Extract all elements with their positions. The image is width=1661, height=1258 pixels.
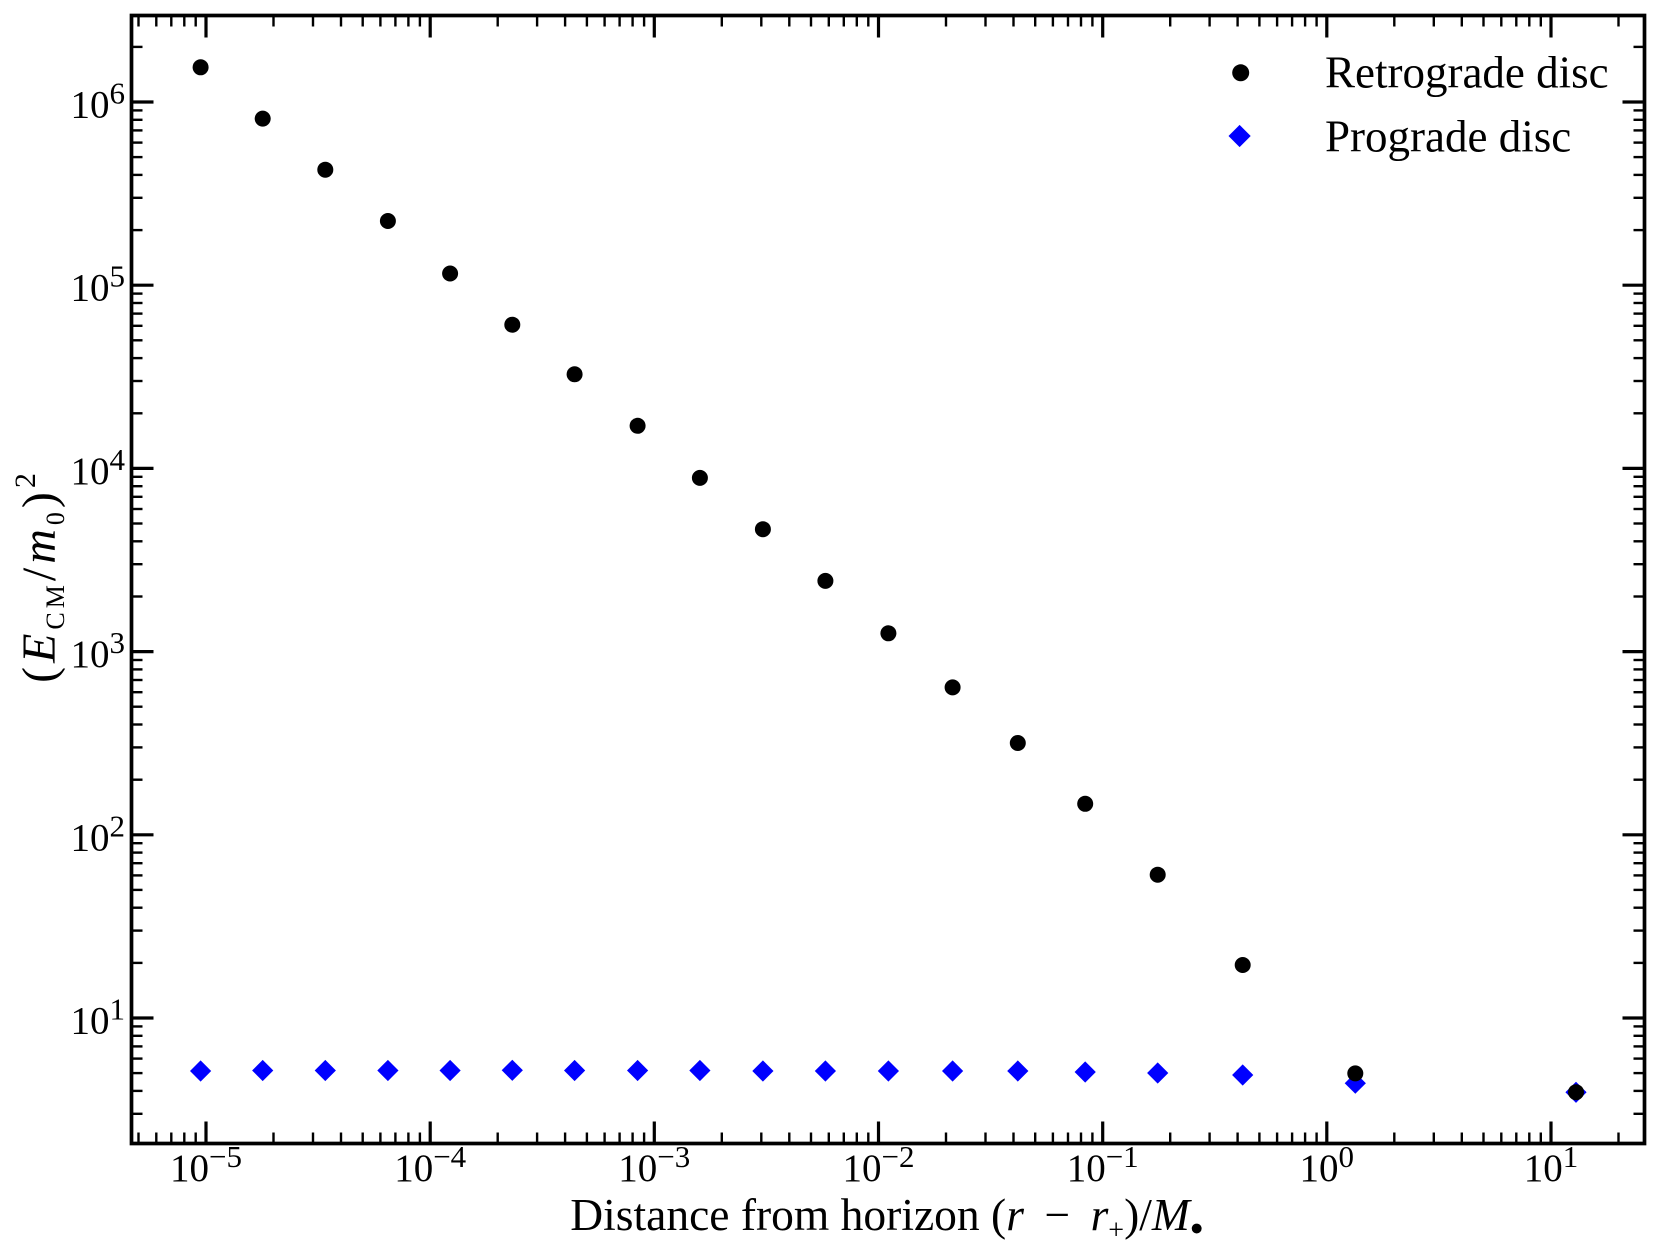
svg-text:Distance from horizon (r − r: Distance from horizon (r − r+)/M● bbox=[570, 1189, 1203, 1246]
svg-text:101: 101 bbox=[1524, 1139, 1579, 1190]
svg-text:103: 103 bbox=[71, 625, 126, 676]
svg-text:105: 105 bbox=[71, 259, 126, 310]
svg-text:102: 102 bbox=[71, 808, 126, 859]
svg-text:10−2: 10−2 bbox=[843, 1139, 915, 1190]
svg-text:(ECM/m0)2: (ECM/m0)2 bbox=[9, 469, 70, 683]
svg-text:Retrograde disc: Retrograde disc bbox=[1325, 48, 1609, 98]
svg-text:Prograde disc: Prograde disc bbox=[1325, 112, 1571, 162]
